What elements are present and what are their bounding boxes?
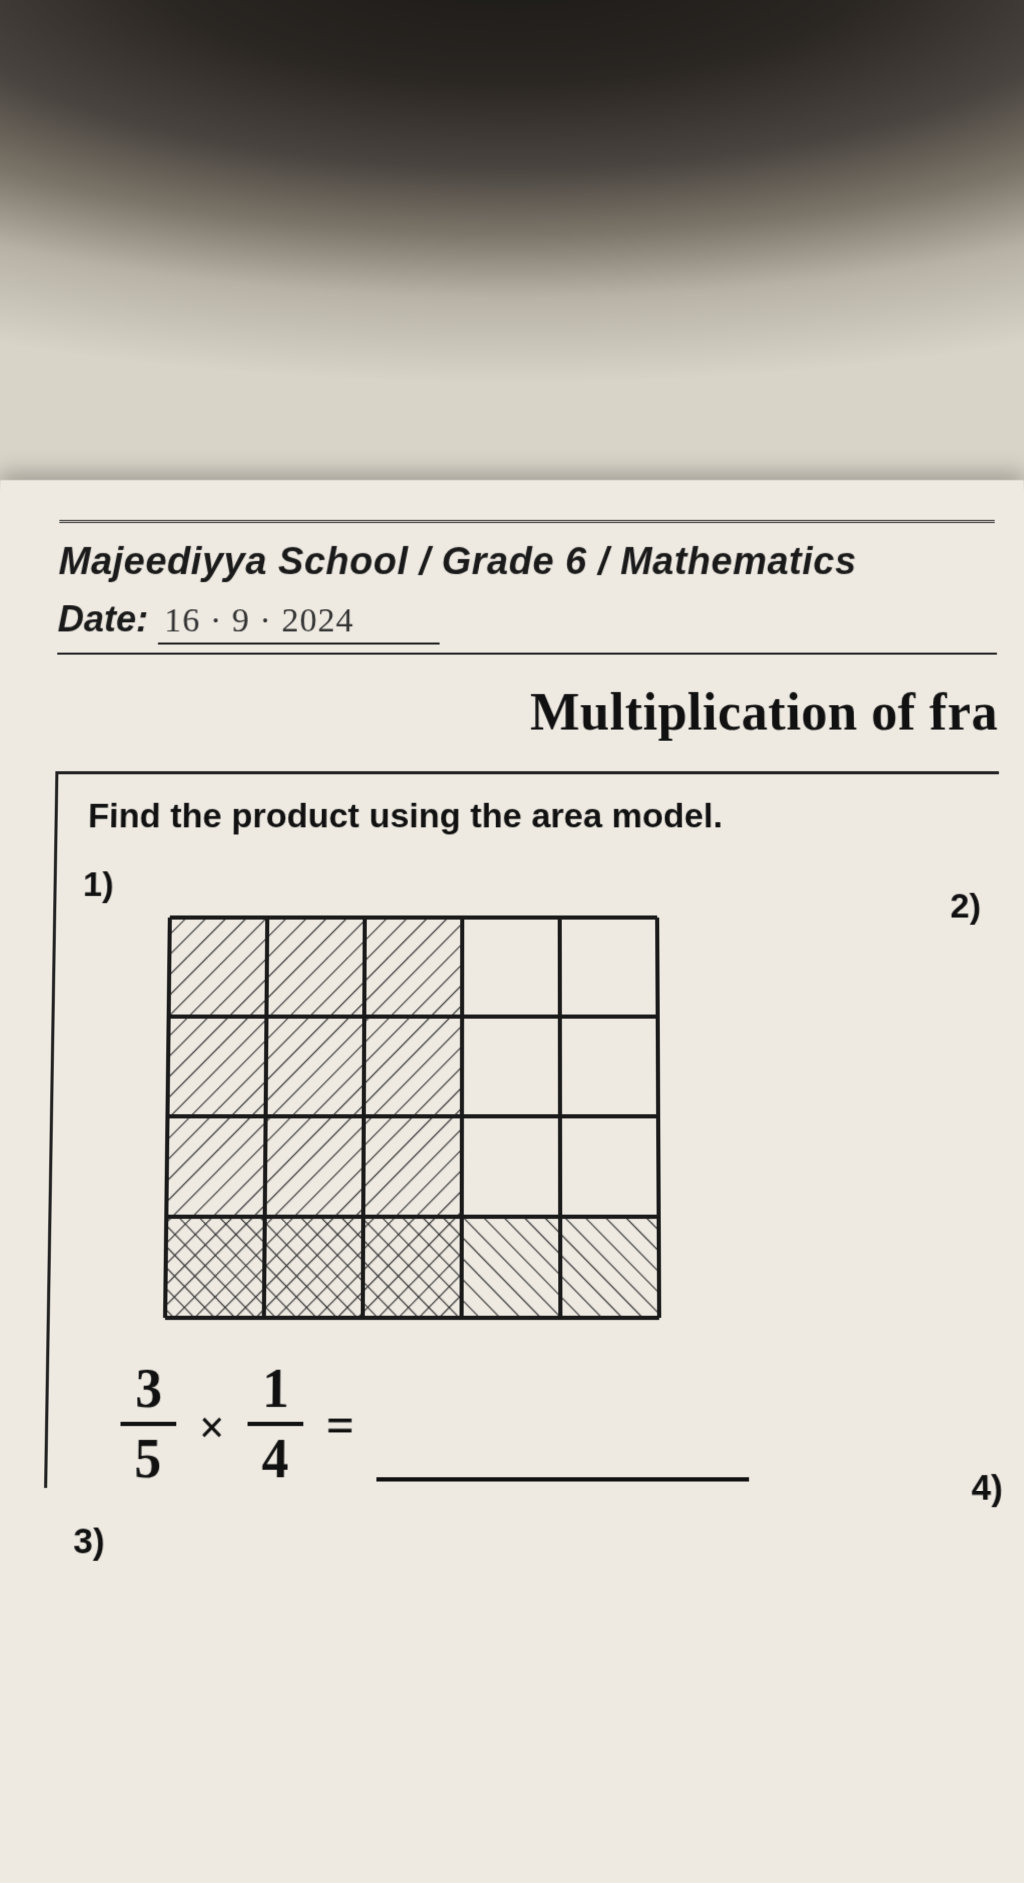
equals-sign: = <box>326 1396 355 1455</box>
worksheet-title: Multiplication of fra <box>56 683 999 743</box>
fraction-b-num: 1 <box>248 1362 304 1426</box>
area-model-grid-wrap <box>163 915 1008 1319</box>
worksheet-paper: Majeediyya School / Grade 6 / Mathematic… <box>0 480 1024 1883</box>
school-header: Majeediyya School / Grade 6 / Mathematic… <box>58 541 995 584</box>
date-line: Date: 16 · 9 · 2024 <box>57 598 996 644</box>
problem-number-3: 3) <box>73 1521 105 1563</box>
rule-under-header <box>57 653 997 655</box>
date-label: Date: <box>57 598 148 640</box>
fraction-b-den: 4 <box>247 1426 303 1488</box>
problem-number-1: 1) <box>83 865 997 905</box>
operator-multiply: × <box>199 1400 225 1454</box>
fraction-a-num: 3 <box>120 1362 177 1426</box>
fraction-b: 1 4 <box>247 1362 304 1488</box>
date-value: 16 · 9 · 2024 <box>158 602 440 644</box>
desk-shadow <box>0 0 1024 480</box>
fraction-a: 3 5 <box>120 1362 177 1488</box>
activity-box: Find the product using the area model. 1… <box>44 771 1011 1488</box>
fraction-a-den: 5 <box>120 1426 177 1488</box>
equation: 3 5 × 1 4 = <box>120 1362 1011 1488</box>
rule-top-double <box>59 520 994 523</box>
answer-blank[interactable] <box>377 1435 750 1482</box>
instruction-text: Find the product using the area model. <box>88 797 1000 837</box>
area-model-grid <box>163 915 661 1319</box>
problem-number-4: 4) <box>971 1468 1003 1510</box>
problem-number-2: 2) <box>950 887 981 927</box>
